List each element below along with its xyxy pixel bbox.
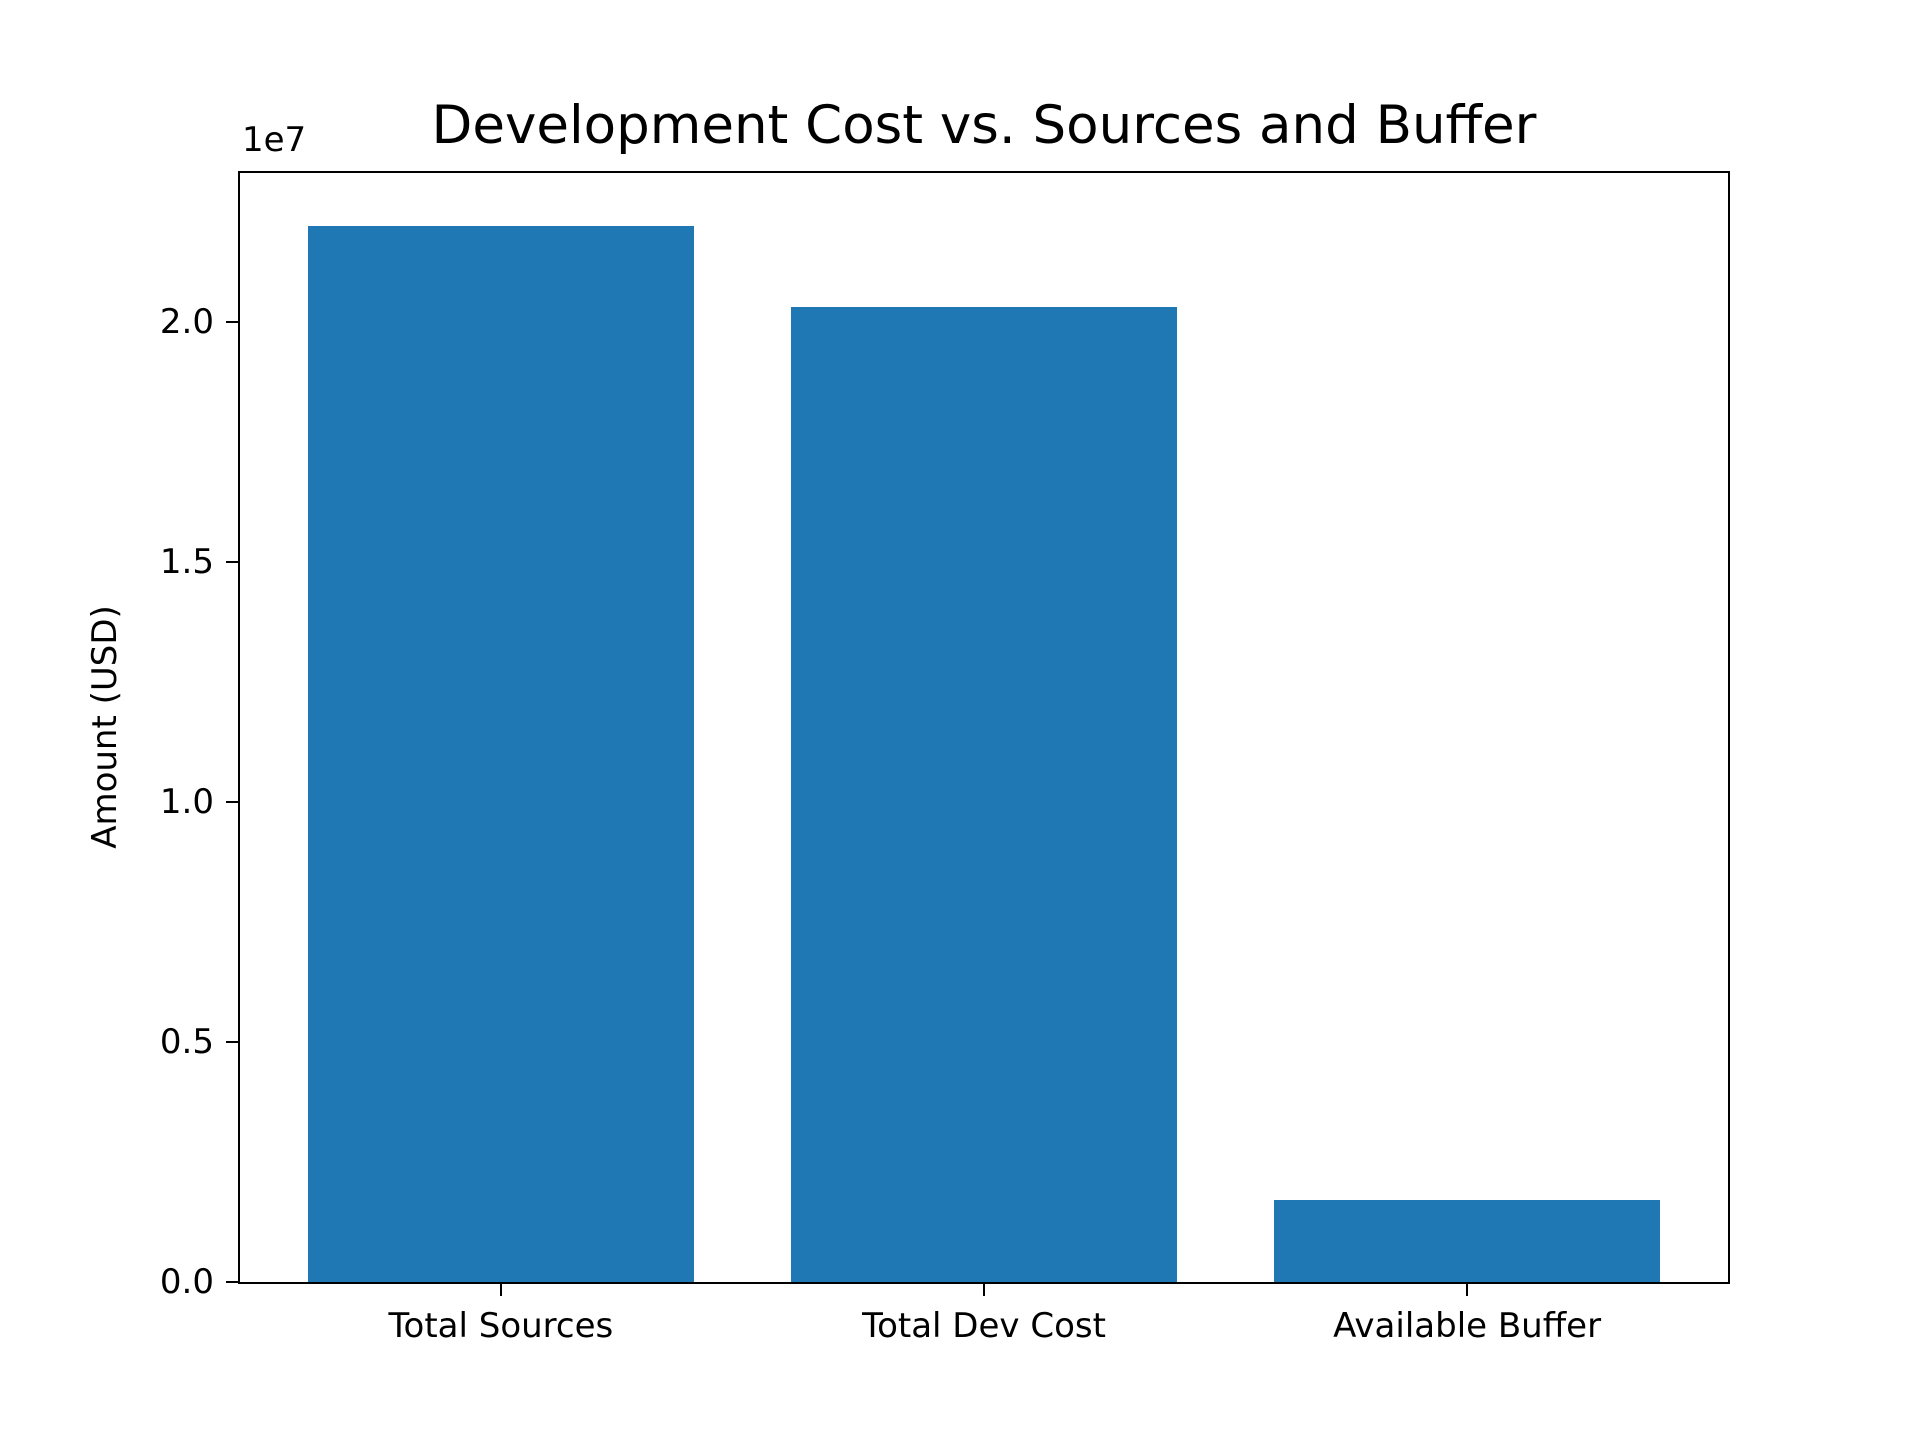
chart-title: Development Cost vs. Sources and Buffer <box>431 95 1537 156</box>
y-axis-label: Amount (USD) <box>85 605 125 849</box>
bar <box>790 307 1178 1282</box>
x-tick-mark <box>499 1284 502 1296</box>
y-tick-mark <box>226 320 238 323</box>
x-tick-mark <box>983 1284 985 1296</box>
y-tick-mark <box>226 560 238 563</box>
y-tick-mark <box>226 1040 238 1043</box>
bar <box>1273 1200 1661 1282</box>
y-tick-mark <box>226 800 238 803</box>
x-tick-label: Available Buffer <box>1333 1306 1602 1346</box>
y-tick-label: 2.0 <box>159 301 214 342</box>
y-tick-mark <box>226 1281 238 1283</box>
y-tick-label: 1.5 <box>159 541 214 582</box>
y-tick-label: 0.5 <box>159 1021 214 1062</box>
x-tick-label: Total Dev Cost <box>862 1306 1106 1346</box>
y-tick-label: 1.0 <box>159 781 214 822</box>
bar <box>307 225 695 1282</box>
x-tick-label: Total Sources <box>388 1306 614 1346</box>
y-tick-label: 0.0 <box>159 1262 214 1302</box>
x-tick-mark <box>1466 1284 1469 1296</box>
y-axis-offset-label: 1e7 <box>242 120 307 160</box>
plot-area: Total Sources Total Dev Cost Available Buf… <box>160 171 1730 1346</box>
